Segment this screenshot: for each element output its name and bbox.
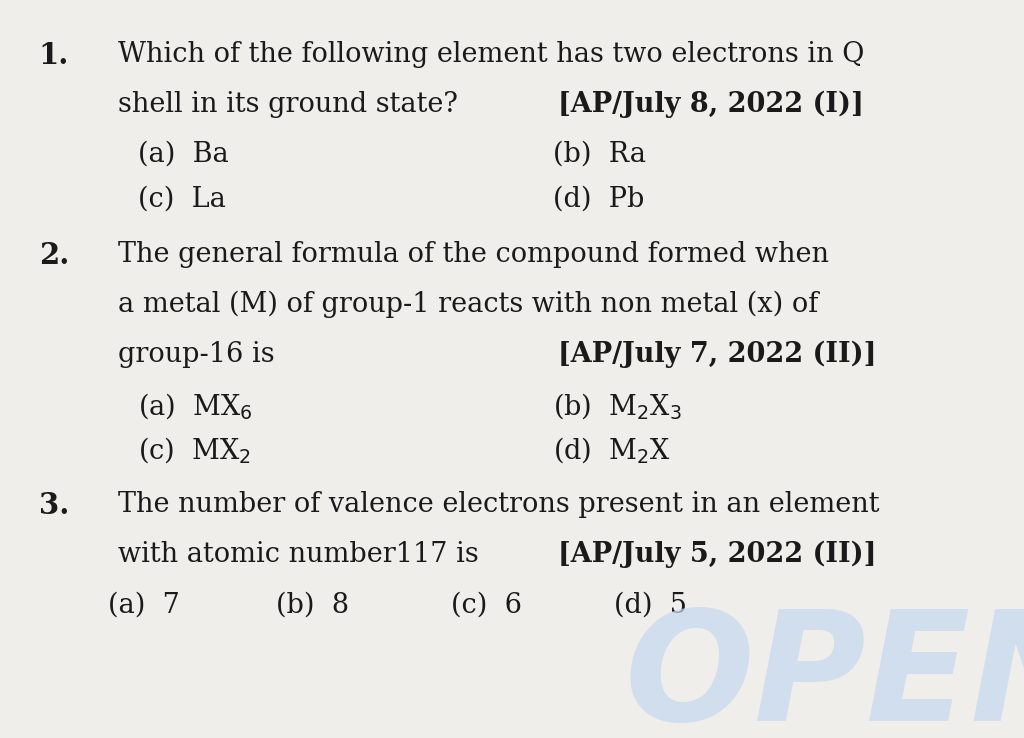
Text: Which of the following element has two electrons in Q: Which of the following element has two e… — [118, 41, 864, 68]
Text: (a)  Ba: (a) Ba — [138, 141, 229, 168]
Text: group-16 is: group-16 is — [118, 341, 274, 368]
Text: [AP/July 5, 2022 (II)]: [AP/July 5, 2022 (II)] — [558, 541, 877, 568]
Text: (a)  7: (a) 7 — [108, 591, 179, 618]
Text: (d)  M$_2$X: (d) M$_2$X — [553, 435, 671, 466]
Text: OPEN: OPEN — [625, 604, 1024, 738]
Text: (d)  Pb: (d) Pb — [553, 185, 644, 213]
Text: (b)  8: (b) 8 — [276, 591, 349, 618]
Text: 1.: 1. — [39, 41, 70, 69]
Text: (c)  La: (c) La — [138, 185, 226, 213]
Text: 2.: 2. — [39, 241, 70, 269]
Text: [AP/July 8, 2022 (I)]: [AP/July 8, 2022 (I)] — [558, 91, 864, 118]
Text: (c)  MX$_2$: (c) MX$_2$ — [138, 435, 251, 466]
Text: (a)  MX$_6$: (a) MX$_6$ — [138, 391, 253, 421]
Text: (b)  Ra: (b) Ra — [553, 141, 646, 168]
Text: The general formula of the compound formed when: The general formula of the compound form… — [118, 241, 828, 268]
Text: a metal (M) of group-1 reacts with non metal (x) of: a metal (M) of group-1 reacts with non m… — [118, 291, 818, 318]
Text: (b)  M$_2$X$_3$: (b) M$_2$X$_3$ — [553, 391, 682, 421]
Text: The number of valence electrons present in an element: The number of valence electrons present … — [118, 491, 880, 518]
Text: [AP/July 7, 2022 (II)]: [AP/July 7, 2022 (II)] — [558, 341, 877, 368]
Text: with atomic number117 is: with atomic number117 is — [118, 541, 478, 568]
Text: (c)  6: (c) 6 — [451, 591, 521, 618]
Text: shell in its ground state?: shell in its ground state? — [118, 91, 458, 118]
Text: 3.: 3. — [39, 491, 70, 520]
Text: (d)  5: (d) 5 — [614, 591, 687, 618]
